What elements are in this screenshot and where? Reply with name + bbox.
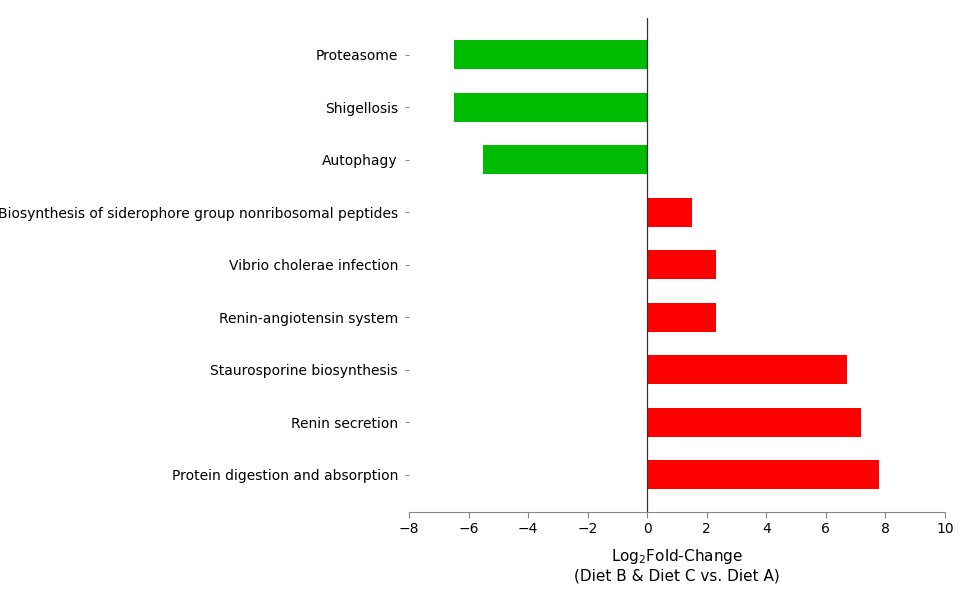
X-axis label: Log$_2$Fold-Change
(Diet B & Diet C vs. Diet A): Log$_2$Fold-Change (Diet B & Diet C vs. … xyxy=(574,547,780,583)
Bar xyxy=(454,93,647,122)
Bar xyxy=(454,40,647,69)
Bar xyxy=(647,250,716,279)
Bar xyxy=(647,303,716,332)
Bar xyxy=(483,146,647,175)
Bar xyxy=(647,408,861,437)
Bar xyxy=(647,198,692,227)
Bar xyxy=(647,355,846,384)
Bar xyxy=(647,461,880,489)
